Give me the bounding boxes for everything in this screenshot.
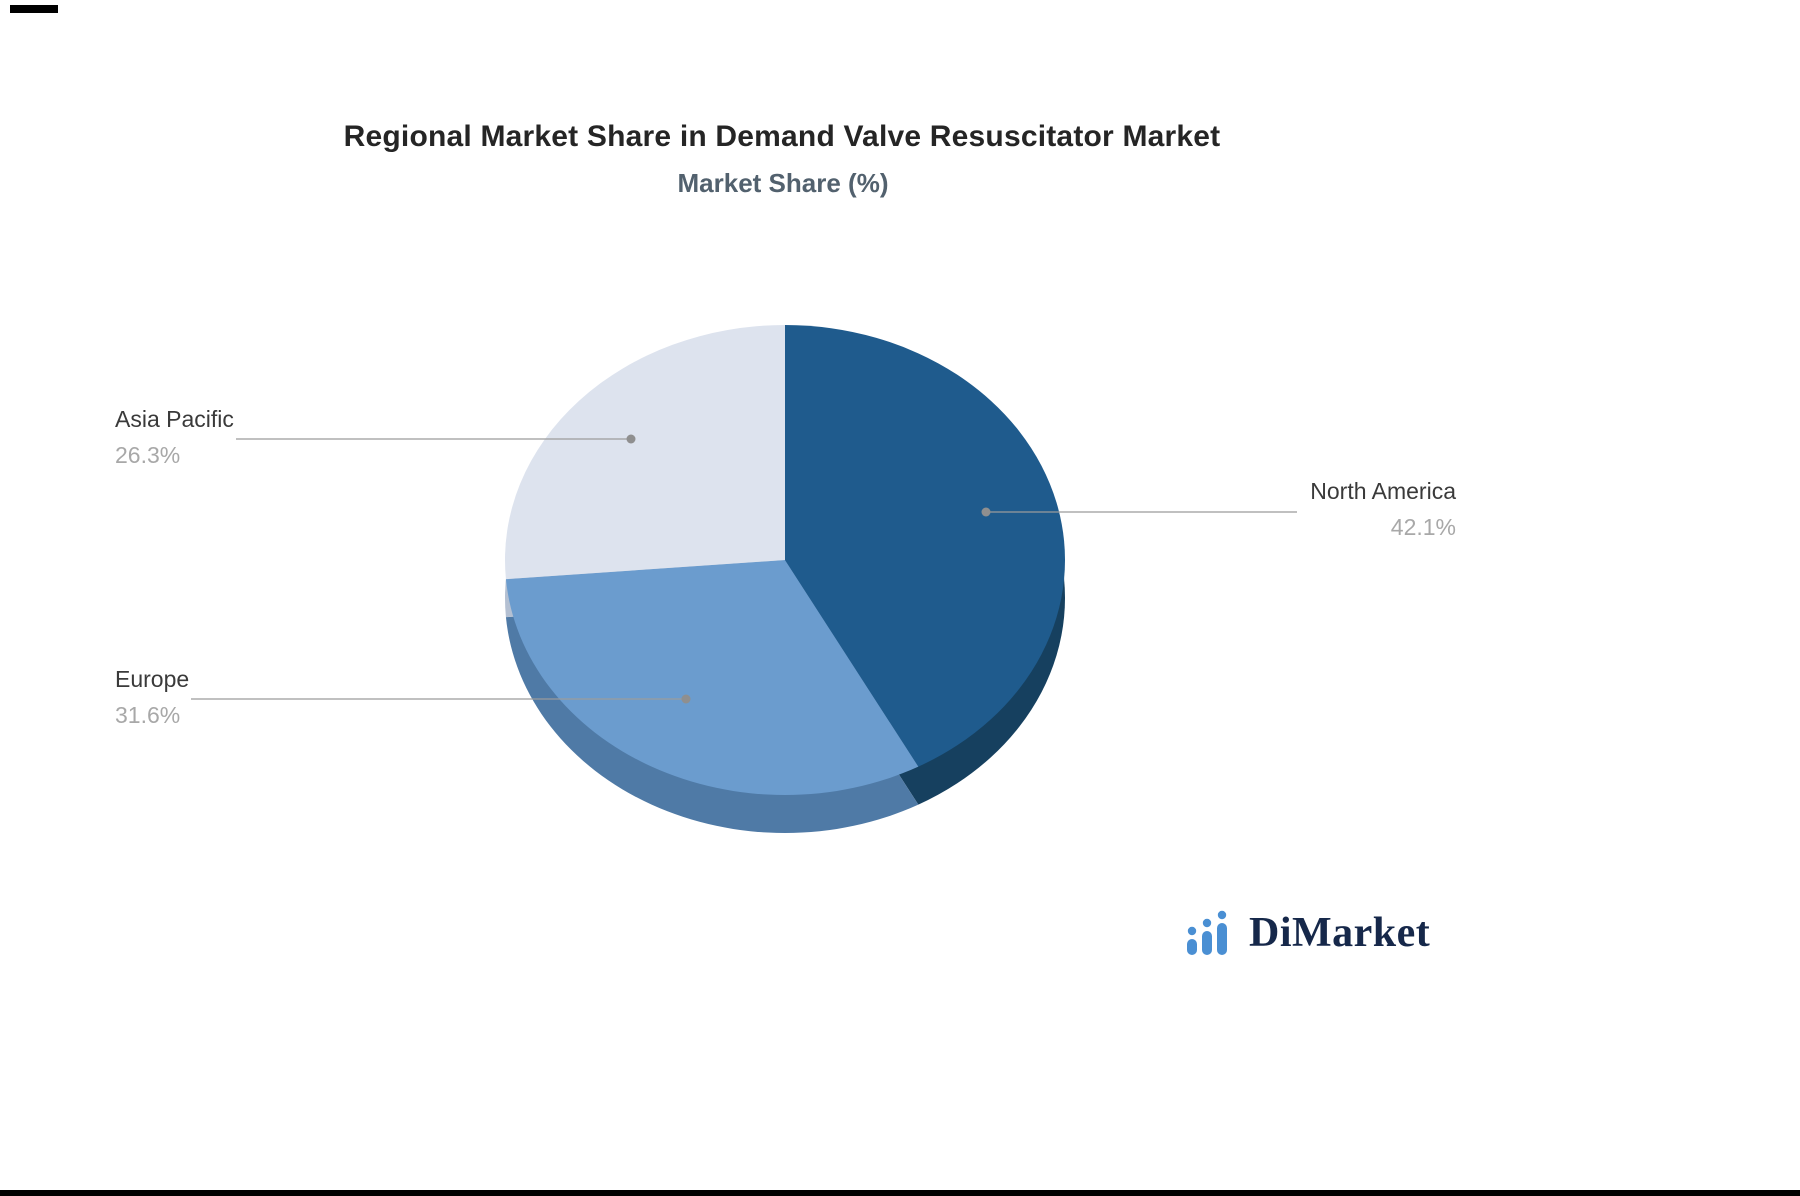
slice-label-name: North America: [1310, 478, 1456, 504]
page-title: Regional Market Share in Demand Valve Re…: [343, 120, 1221, 153]
slice-label-name: Asia Pacific: [115, 406, 234, 432]
slice-label-north-america: North America 42.1%: [1310, 478, 1456, 541]
slice-label-europe: Europe 31.6%: [115, 666, 189, 729]
pie-slice-europe: [505, 560, 919, 796]
dimarket-logo: DiMarket: [1185, 905, 1430, 961]
pie-slice-north-america: [785, 325, 1066, 767]
chart-subtitle: Market Share (%): [677, 168, 889, 198]
pie-slice-asia-pacific: [504, 325, 785, 580]
slice-label-percent: 26.3%: [115, 441, 181, 468]
logo-text: DiMarket: [1249, 910, 1431, 956]
slice-label-percent: 31.6%: [115, 701, 181, 728]
leader-dot-north-america: [981, 507, 991, 517]
leader-dot-europe: [681, 694, 691, 704]
top-left-edge-mark: [10, 5, 58, 13]
bar-chart-icon: [1187, 910, 1227, 955]
bottom-edge-bar: [0, 1190, 1800, 1196]
leader-dot-asia-pacific: [626, 434, 636, 444]
slice-label-percent: 42.1%: [1390, 513, 1456, 540]
slice-label-name: Europe: [115, 666, 190, 692]
slice-label-asia-pacific: Asia Pacific 26.3%: [115, 406, 234, 469]
